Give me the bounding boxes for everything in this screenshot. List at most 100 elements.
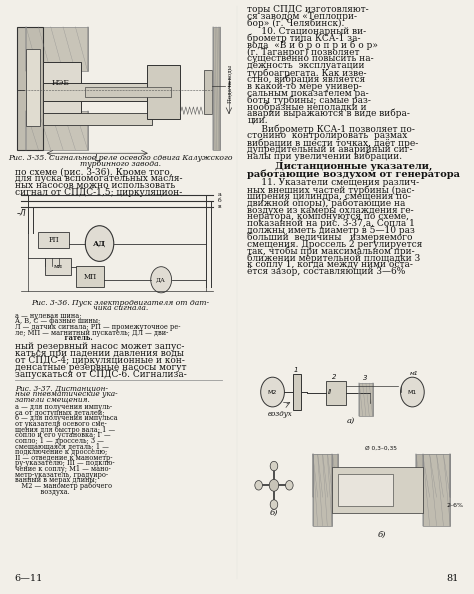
Bar: [313, 454, 332, 526]
Bar: [293, 374, 301, 410]
Text: Ø 0,3–0,35: Ø 0,3–0,35: [365, 446, 397, 451]
Bar: [332, 467, 423, 513]
Text: турбоагрегата. Как изве-: турбоагрегата. Как изве-: [247, 68, 367, 77]
Text: чение к соплу; М1 — мано-: чение к соплу; М1 — мано-: [15, 465, 111, 473]
Text: аварии выражаются в виде вибра-: аварии выражаются в виде вибра-: [247, 109, 410, 118]
Text: сопло и его установка; Г —: сопло и его установка; Г —: [15, 431, 111, 439]
Text: чика сигнала.: чика сигнала.: [93, 305, 148, 312]
Bar: [26, 27, 88, 71]
Text: дёжность  эксплуатации: дёжность эксплуатации: [247, 61, 365, 70]
Text: РП: РП: [48, 236, 59, 244]
Text: воздуха.: воздуха.: [15, 488, 70, 495]
Circle shape: [85, 226, 114, 261]
Bar: [313, 454, 337, 497]
Bar: [76, 266, 104, 287]
Text: ширения цилиндра, смещения по-: ширения цилиндра, смещения по-: [247, 192, 411, 201]
Bar: [45, 258, 71, 275]
Text: налы при увеличении вибрации.: налы при увеличении вибрации.: [247, 151, 402, 161]
Text: ный резервный насос может запус-: ный резервный насос может запус-: [15, 342, 184, 352]
Text: запускаться от СПДС-6. Сигнализа-: запускаться от СПДС-6. Сигнализа-: [15, 370, 187, 379]
Bar: [38, 232, 69, 248]
Bar: [85, 87, 171, 97]
Text: II: II: [328, 389, 332, 395]
Bar: [423, 454, 450, 526]
Text: дупредительный и аварийный сиг-: дупредительный и аварийный сиг-: [247, 145, 413, 154]
Text: 11. Указатели смещения различ-: 11. Указатели смещения различ-: [247, 178, 419, 187]
Circle shape: [401, 377, 424, 407]
Circle shape: [285, 481, 293, 490]
Text: вибрации в шести точках, даёт пре-: вибрации в шести точках, даёт пре-: [247, 138, 419, 147]
Bar: [337, 475, 392, 505]
Text: смещения. Дроссель 2 регулируется: смещения. Дроссель 2 регулируется: [247, 239, 423, 249]
Text: 10. Стационарный ви-: 10. Стационарный ви-: [247, 27, 366, 36]
Text: каться при падении давления воды: каться при падении давления воды: [15, 349, 184, 358]
Text: бор» (г. Челябинск).: бор» (г. Челябинск).: [247, 18, 345, 28]
Text: стонино  контролировать  размах: стонино контролировать размах: [247, 131, 408, 140]
Text: воздух: воздух: [268, 410, 292, 418]
Text: турбинного завода.: турбинного завода.: [80, 160, 161, 168]
Bar: [43, 62, 81, 113]
Text: сальным показателем ра-: сальным показателем ра-: [247, 89, 369, 97]
Bar: [43, 83, 152, 101]
Text: –Л: –Л: [17, 209, 26, 219]
Text: б: б: [218, 198, 222, 203]
Text: ных насосов можно использовать: ных насосов можно использовать: [15, 181, 175, 190]
Circle shape: [270, 500, 278, 509]
Text: нообразные неполадки и: нообразные неполадки и: [247, 102, 367, 112]
Bar: [359, 383, 373, 416]
Text: М2 — манометр рабочего: М2 — манометр рабочего: [15, 482, 112, 490]
Text: метр-указатель, градуиро-: метр-указатель, градуиро-: [15, 471, 108, 479]
Text: ётся зазор, составляющий 3—6%: ётся зазор, составляющий 3—6%: [247, 267, 406, 276]
Text: Рис. 3-35. Сигнальное реле осевого сдвига Калужского: Рис. 3-35. Сигнальное реле осевого сдвиг…: [8, 154, 233, 162]
Text: по схеме (рис. 3-36). Кроме того,: по схеме (рис. 3-36). Кроме того,: [15, 168, 173, 176]
Text: для пуска вспомогательных масля-: для пуска вспомогательных масля-: [15, 175, 182, 184]
Text: существенно повысить на-: существенно повысить на-: [247, 54, 374, 64]
Text: ных внешних частей турбины (рас-: ных внешних частей турбины (рас-: [247, 185, 415, 194]
Text: 1: 1: [226, 81, 231, 89]
Text: смещающаяся деталь; 1 —: смещающаяся деталь; 1 —: [15, 443, 109, 450]
Text: Л — датчик сигнала; РП — промежуточное ре-: Л — датчик сигнала; РП — промежуточное р…: [15, 323, 181, 331]
Text: НЭБ: НЭБ: [51, 79, 69, 87]
Text: ся заводом «Теплопри-: ся заводом «Теплопри-: [247, 11, 357, 21]
Text: ные пневматические ука-: ные пневматические ука-: [15, 390, 118, 398]
Bar: [147, 65, 180, 119]
Text: к соплу 1, когда между ними оста-: к соплу 1, когда между ними оста-: [247, 260, 413, 269]
Bar: [213, 27, 220, 150]
Circle shape: [261, 377, 284, 407]
Bar: [416, 454, 450, 497]
Text: ции.: ции.: [247, 116, 268, 125]
Text: ле; МП — магнитный пускатель; ДЛ — дви-: ле; МП — магнитный пускатель; ДЛ — дви-: [15, 329, 169, 337]
Text: стно, вибрация является: стно, вибрация является: [247, 75, 365, 84]
Text: б — для получения импульса: б — для получения импульса: [15, 415, 118, 422]
Text: денсатные резервные насосы могут: денсатные резервные насосы могут: [15, 363, 187, 372]
Text: щения для быстро вала; 1 —: щения для быстро вала; 1 —: [15, 426, 115, 434]
Text: А, В, С — фазные шины;: А, В, С — фазные шины;: [15, 317, 100, 326]
Text: са от доступных деталей;: са от доступных деталей;: [15, 409, 105, 416]
Bar: [204, 70, 212, 114]
Text: Подача воды: Подача воды: [228, 65, 233, 103]
Text: а): а): [346, 417, 355, 425]
Bar: [26, 49, 40, 126]
Text: затели смещения.: затели смещения.: [15, 396, 90, 403]
Text: 81: 81: [447, 574, 459, 583]
Text: торы СПДС изготовляют-: торы СПДС изготовляют-: [247, 5, 369, 14]
Text: 1: 1: [294, 367, 299, 373]
Bar: [326, 381, 346, 405]
Circle shape: [269, 479, 279, 491]
Text: б): б): [270, 509, 278, 517]
Bar: [43, 113, 152, 125]
Text: Рис. 3-37. Дистанцион-: Рис. 3-37. Дистанцион-: [15, 384, 108, 392]
Circle shape: [270, 462, 278, 471]
Bar: [17, 27, 43, 150]
Text: мп: мп: [54, 264, 63, 269]
Text: 6—11: 6—11: [14, 574, 43, 583]
Text: подключение к дросселю;: подключение к дросселю;: [15, 448, 108, 456]
Text: нератора, компонуются по схеме,: нератора, компонуются по схеме,: [247, 212, 410, 222]
Text: работающие воздухом от генератора: работающие воздухом от генератора: [247, 169, 460, 179]
Text: Дистанционные указатели,: Дистанционные указатели,: [275, 162, 432, 170]
Text: в какой-то мере универ-: в какой-то мере универ-: [247, 81, 362, 91]
Text: показанной на рис. 3-37,а. Сопла 1: показанной на рис. 3-37,а. Сопла 1: [247, 219, 415, 228]
Text: воздухе из камеры охлаждения ге-: воздухе из камеры охлаждения ге-: [247, 206, 414, 214]
Text: а — нулевая шина;: а — нулевая шина;: [15, 312, 82, 320]
Text: ванный в мерах длины;: ванный в мерах длины;: [15, 476, 97, 484]
